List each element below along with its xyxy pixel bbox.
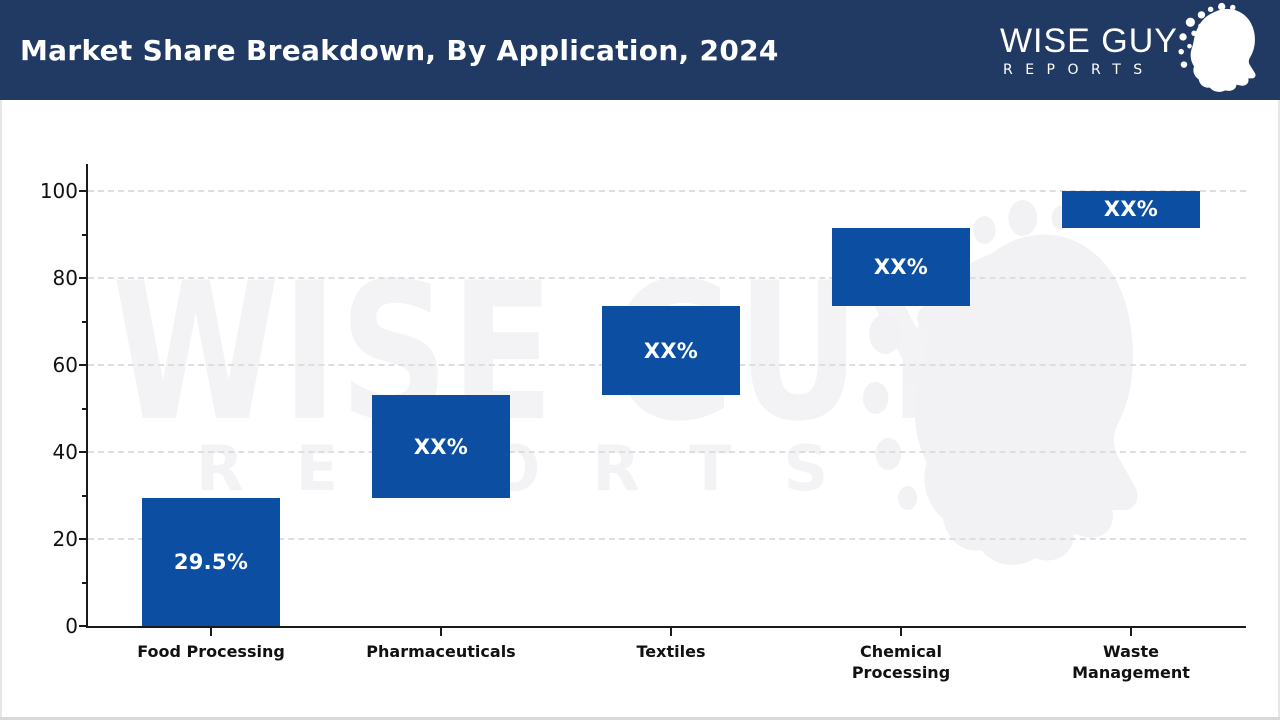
x-category-label-2: Textiles — [636, 642, 706, 661]
y-major-tick-40 — [79, 451, 88, 453]
y-tick-label-60: 60 — [52, 353, 78, 377]
watermark-subtext: REPORTS — [196, 432, 881, 505]
brand-text: WISE GUY REPORTS — [1000, 24, 1178, 77]
header-band: Market Share Breakdown, By Application, … — [0, 0, 1280, 100]
bar-textiles: XX% — [602, 306, 740, 396]
y-minor-tick-10 — [82, 581, 88, 584]
y-minor-tick-50 — [82, 407, 88, 410]
x-tick-1 — [440, 628, 442, 636]
y-tick-label-0: 0 — [65, 614, 78, 638]
y-major-tick-60 — [79, 364, 88, 366]
brand-name: WISE GUY — [999, 21, 1178, 60]
bar-chemical-processing: XX% — [832, 227, 970, 307]
y-axis-line — [86, 164, 88, 628]
y-minor-tick-90 — [82, 233, 88, 236]
bar-food-processing: 29.5% — [142, 497, 280, 626]
y-major-tick-100 — [79, 190, 88, 192]
page-title: Market Share Breakdown, By Application, … — [20, 33, 779, 67]
bar-value-label: XX% — [413, 434, 469, 459]
bar-value-label: XX% — [643, 338, 699, 363]
watermark-text: WISE GUY — [112, 242, 974, 463]
y-minor-tick-70 — [82, 320, 88, 323]
brand-logo: WISE GUY REPORTS — [1000, 2, 1264, 98]
x-category-label-0: Food Processing — [137, 642, 285, 661]
bar-waste-management: XX% — [1062, 191, 1200, 228]
x-tick-0 — [210, 628, 212, 636]
x-tick-2 — [670, 628, 672, 636]
y-minor-tick-30 — [82, 494, 88, 497]
x-tick-3 — [900, 628, 902, 636]
gridline-40 — [88, 451, 1246, 453]
chart-plot-area: WISE GUY REPORTS 0 20 40 60 80 100 29.5% Food P… — [0, 100, 1280, 720]
y-major-tick-80 — [79, 277, 88, 279]
y-tick-label-80: 80 — [52, 266, 78, 290]
bar-value-label: XX% — [1103, 197, 1159, 222]
gridline-20 — [88, 538, 1246, 540]
x-category-label-4: Waste Management — [1072, 642, 1190, 682]
brand-subtitle: REPORTS — [1002, 61, 1155, 78]
x-axis-line — [86, 626, 1246, 628]
y-major-tick-0 — [79, 625, 88, 627]
y-tick-label-100: 100 — [39, 179, 78, 203]
x-tick-4 — [1130, 628, 1132, 636]
y-major-tick-20 — [79, 538, 88, 540]
bar-pharmaceuticals: XX% — [372, 395, 510, 498]
x-category-label-3: Chemical Processing — [851, 642, 951, 682]
brand-face-icon — [1172, 2, 1264, 98]
gridline-80 — [88, 277, 1246, 279]
gridline-100 — [88, 190, 1246, 192]
y-tick-label-20: 20 — [52, 527, 78, 551]
bar-value-label: 29.5% — [173, 549, 249, 574]
y-tick-label-40: 40 — [52, 440, 78, 464]
x-category-label-1: Pharmaceuticals — [366, 642, 516, 661]
bar-value-label: XX% — [873, 255, 929, 280]
